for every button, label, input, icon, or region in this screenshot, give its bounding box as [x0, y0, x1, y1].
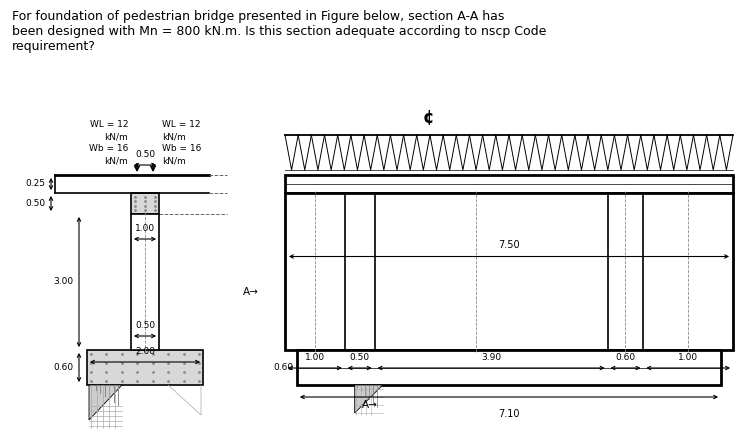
Text: 1.00: 1.00: [305, 353, 325, 362]
Text: A→: A→: [243, 287, 259, 297]
Text: 3.00: 3.00: [53, 277, 73, 286]
Text: 1.00: 1.00: [135, 224, 155, 233]
Bar: [131, 214, 159, 350]
Text: kN/m: kN/m: [105, 133, 128, 142]
Text: 0.50: 0.50: [350, 353, 370, 362]
Text: kN/m: kN/m: [162, 133, 186, 142]
Text: 2.00: 2.00: [135, 347, 155, 356]
Text: 0.60: 0.60: [615, 353, 635, 362]
Bar: [285, 175, 733, 193]
Text: 0.60: 0.60: [273, 363, 293, 372]
Bar: [285, 193, 733, 350]
Bar: [87, 350, 203, 385]
Text: 3.90: 3.90: [481, 353, 501, 362]
Text: kN/m: kN/m: [105, 157, 128, 166]
Text: 7.10: 7.10: [499, 409, 520, 419]
Text: 7.50: 7.50: [498, 240, 520, 249]
Polygon shape: [89, 385, 122, 420]
Text: WL = 12: WL = 12: [162, 120, 201, 129]
Text: Wb = 16: Wb = 16: [89, 144, 128, 153]
Bar: [297, 350, 721, 385]
Text: For foundation of pedestrian bridge presented in Figure below, section A-A has
b: For foundation of pedestrian bridge pres…: [12, 10, 547, 53]
Text: 0.25: 0.25: [25, 179, 45, 189]
Text: Wb = 16: Wb = 16: [162, 144, 202, 153]
Bar: [131, 193, 159, 214]
Text: WL = 12: WL = 12: [89, 120, 128, 129]
Text: 0.60: 0.60: [53, 363, 73, 372]
Polygon shape: [355, 385, 383, 413]
Text: ¢: ¢: [423, 109, 434, 127]
Text: 0.50: 0.50: [25, 199, 45, 208]
Text: 1.00: 1.00: [678, 353, 699, 362]
Text: 0.50: 0.50: [135, 150, 155, 159]
Text: 0.50: 0.50: [135, 321, 155, 330]
Text: A→: A→: [362, 400, 378, 410]
Text: kN/m: kN/m: [162, 157, 186, 166]
